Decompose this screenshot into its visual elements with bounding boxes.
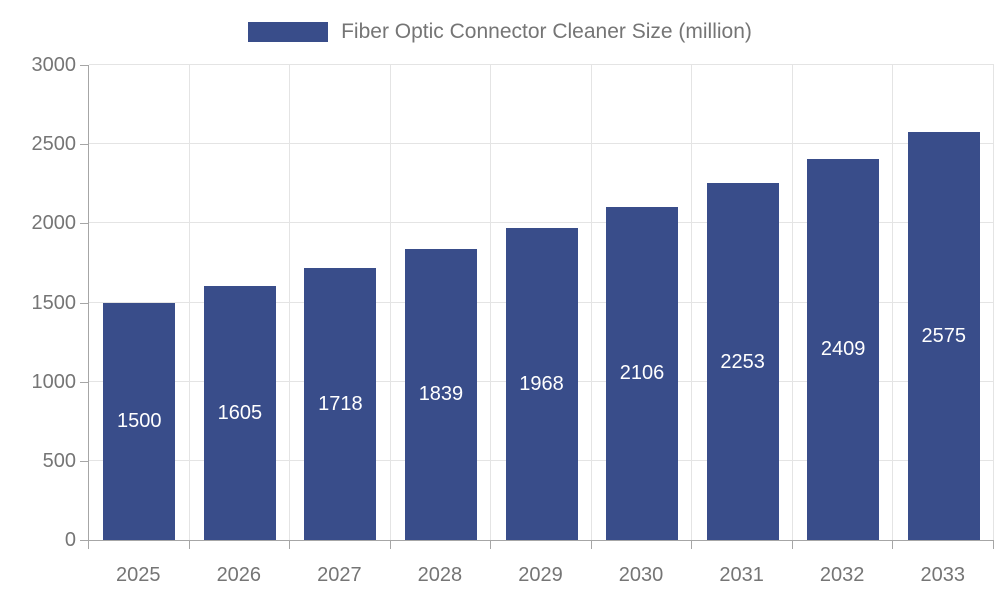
bar[interactable]: 1605 bbox=[203, 285, 276, 540]
bar[interactable]: 2575 bbox=[907, 132, 980, 540]
y-axis-tick bbox=[80, 303, 88, 304]
y-tick-label: 0 bbox=[64, 529, 76, 551]
v-gridline bbox=[490, 65, 492, 540]
x-tick-label: 2031 bbox=[719, 564, 764, 586]
y-tick-label: 500 bbox=[42, 449, 76, 472]
x-tick-label: 2025 bbox=[116, 564, 161, 586]
legend-label: Fiber Optic Connector Cleaner Size (mill… bbox=[341, 20, 752, 43]
bar-value-label: 1839 bbox=[418, 383, 464, 406]
plot-area: 1500 1605 1718 1839 1968 2106 2253 2409 2575 bbox=[88, 64, 994, 541]
h-gridline bbox=[89, 64, 994, 65]
bar[interactable]: 2106 bbox=[606, 206, 679, 540]
v-gridline bbox=[791, 65, 793, 540]
y-axis-tick bbox=[80, 540, 88, 541]
h-gridline bbox=[89, 143, 994, 145]
x-tick-label: 2026 bbox=[216, 564, 262, 586]
bar-value-label: 2253 bbox=[720, 350, 765, 373]
y-tick-label: 1000 bbox=[31, 370, 77, 393]
y-tick-label: 1500 bbox=[31, 291, 77, 314]
bar[interactable]: 1500 bbox=[103, 302, 176, 540]
y-axis-tick bbox=[80, 65, 88, 66]
x-axis-tick bbox=[591, 541, 592, 549]
x-tick-label: 2033 bbox=[920, 564, 965, 586]
legend-swatch-icon bbox=[248, 22, 329, 42]
x-axis-tick bbox=[490, 541, 491, 549]
v-gridline bbox=[691, 65, 693, 540]
v-gridline bbox=[993, 65, 994, 540]
y-axis-tick bbox=[80, 223, 88, 224]
v-gridline bbox=[389, 65, 391, 540]
v-gridline bbox=[590, 65, 592, 540]
x-axis-tick bbox=[993, 541, 994, 549]
bar[interactable]: 1839 bbox=[404, 248, 477, 540]
x-tick-label: 2028 bbox=[417, 564, 463, 586]
y-axis-tick bbox=[80, 382, 88, 383]
bar[interactable]: 1968 bbox=[505, 228, 578, 540]
x-tick-label: 2029 bbox=[518, 564, 563, 586]
y-tick-label: 3000 bbox=[31, 54, 77, 76]
bar-value-label: 1968 bbox=[519, 373, 564, 396]
x-tick-label: 2032 bbox=[819, 564, 865, 586]
bar-value-label: 1605 bbox=[217, 401, 263, 424]
bar[interactable]: 2409 bbox=[807, 158, 880, 540]
legend[interactable]: Fiber Optic Connector Cleaner Size (mill… bbox=[0, 20, 1000, 43]
bar-value-label: 1500 bbox=[117, 410, 162, 433]
v-gridline bbox=[188, 65, 190, 540]
x-tick-label: 2027 bbox=[317, 564, 362, 586]
y-tick-label: 2500 bbox=[31, 133, 77, 156]
x-axis-tick bbox=[390, 541, 391, 549]
x-tick-label: 2030 bbox=[618, 564, 664, 586]
y-axis-tick bbox=[80, 461, 88, 462]
x-axis-tick bbox=[289, 541, 290, 549]
y-tick-label: 2000 bbox=[31, 212, 77, 235]
bar-value-label: 2575 bbox=[921, 325, 966, 348]
bar[interactable]: 1718 bbox=[304, 267, 377, 540]
v-gridline bbox=[289, 65, 291, 540]
x-axis-tick bbox=[88, 541, 89, 549]
x-axis-tick bbox=[792, 541, 793, 549]
x-axis-tick bbox=[691, 541, 692, 549]
x-axis-tick bbox=[189, 541, 190, 549]
x-axis-tick bbox=[892, 541, 893, 549]
bar[interactable]: 2253 bbox=[706, 183, 779, 540]
h-gridline bbox=[89, 222, 994, 224]
bar-value-label: 2409 bbox=[820, 338, 866, 361]
v-gridline bbox=[892, 65, 894, 540]
y-axis-tick bbox=[80, 144, 88, 145]
bar-value-label: 1718 bbox=[318, 392, 363, 415]
bar-value-label: 2106 bbox=[619, 362, 665, 385]
